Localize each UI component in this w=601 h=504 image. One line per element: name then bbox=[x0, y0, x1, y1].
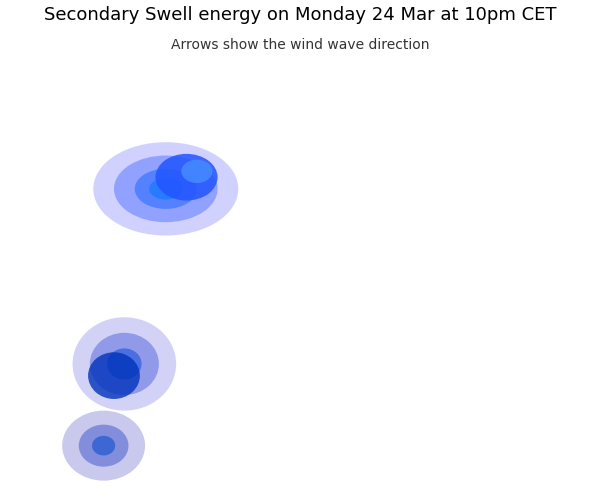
Ellipse shape bbox=[90, 333, 159, 395]
Ellipse shape bbox=[135, 169, 197, 209]
Ellipse shape bbox=[92, 436, 115, 456]
Ellipse shape bbox=[156, 154, 218, 201]
Ellipse shape bbox=[93, 142, 239, 235]
Text: Arrows show the wind wave direction: Arrows show the wind wave direction bbox=[171, 38, 430, 52]
Ellipse shape bbox=[107, 348, 142, 380]
Ellipse shape bbox=[79, 425, 129, 467]
Ellipse shape bbox=[73, 317, 176, 411]
Text: Secondary Swell energy on Monday 24 Mar at 10pm CET: Secondary Swell energy on Monday 24 Mar … bbox=[44, 6, 557, 24]
Ellipse shape bbox=[149, 178, 182, 200]
Ellipse shape bbox=[88, 352, 140, 399]
Ellipse shape bbox=[114, 156, 218, 222]
Ellipse shape bbox=[182, 160, 212, 183]
Ellipse shape bbox=[62, 411, 145, 481]
